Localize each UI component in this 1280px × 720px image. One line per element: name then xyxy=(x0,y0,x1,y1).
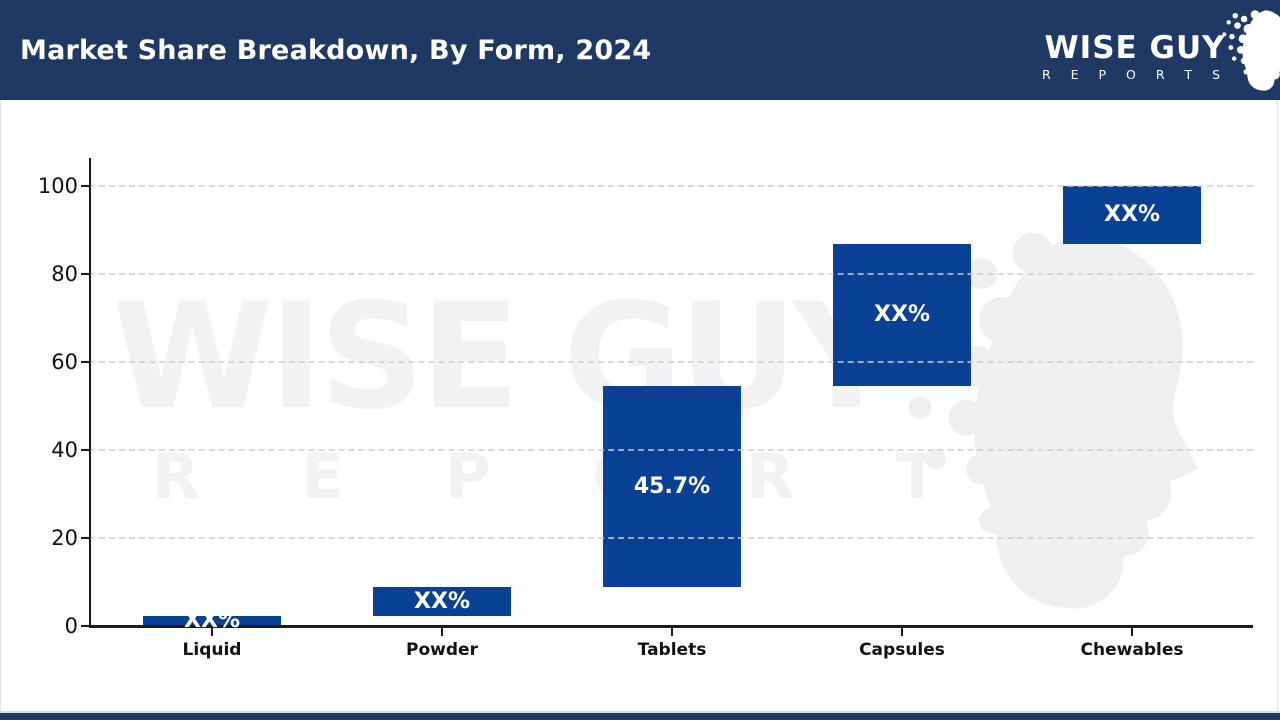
x-tick-capsules xyxy=(901,628,903,636)
y-tick-label-40: 40 xyxy=(51,438,78,462)
x-tick-tablets xyxy=(671,628,673,636)
brand-logo-head-icon xyxy=(1222,10,1280,91)
y-tick-label-0: 0 xyxy=(64,614,78,638)
x-tick-liquid xyxy=(211,628,213,636)
x-category-label-tablets: Tablets xyxy=(637,640,707,660)
y-tick-40 xyxy=(81,449,89,451)
bar-powder xyxy=(373,587,511,616)
brand-logo: WISE GUY R E P O R T S xyxy=(1042,6,1280,96)
gridline-80 xyxy=(89,273,1253,275)
y-tick-100 xyxy=(81,185,89,187)
y-tick-20 xyxy=(81,537,89,539)
gridline-20 xyxy=(89,537,1253,539)
gridline-60 xyxy=(89,361,1253,363)
x-tick-powder xyxy=(441,628,443,636)
x-axis-line xyxy=(89,625,1253,628)
page-title: Market Share Breakdown, By Form, 2024 xyxy=(20,34,652,66)
gridline-100 xyxy=(89,185,1253,187)
y-tick-0 xyxy=(81,625,89,627)
x-tick-chewables xyxy=(1131,628,1133,636)
y-tick-label-80: 80 xyxy=(51,262,78,286)
x-category-label-capsules: Capsules xyxy=(859,640,945,660)
bar-value-label-chewables: XX% xyxy=(1104,202,1160,228)
panel-border-left xyxy=(0,100,1,713)
x-category-label-powder: Powder xyxy=(406,640,478,660)
y-tick-label-60: 60 xyxy=(51,350,78,374)
x-category-label-chewables: Chewables xyxy=(1080,640,1184,660)
brand-logo-wordmark: WISE GUY xyxy=(1044,29,1226,66)
header-bar: Market Share Breakdown, By Form, 2024 WI… xyxy=(0,0,1280,100)
watermark-wordmark: WISE GUY xyxy=(112,272,899,442)
bar-value-label-powder: XX% xyxy=(414,588,470,614)
panel-border-right xyxy=(1277,100,1278,713)
footer-bar xyxy=(0,713,1280,720)
y-tick-label-100: 100 xyxy=(37,174,78,198)
y-tick-60 xyxy=(81,361,89,363)
y-axis-line xyxy=(89,158,91,628)
brand-logo-text: WISE GUY R E P O R T S xyxy=(1042,31,1228,82)
bar-value-label-capsules: XX% xyxy=(874,302,930,328)
bar-liquid xyxy=(143,615,281,626)
bar-chewables xyxy=(1063,186,1201,245)
gridline-40 xyxy=(89,449,1253,451)
bar-value-label-liquid: XX% xyxy=(184,607,240,633)
y-tick-80 xyxy=(81,273,89,275)
y-tick-label-20: 20 xyxy=(51,526,78,550)
bar-tablets xyxy=(603,386,741,588)
brand-logo-subtext: R E P O R T S xyxy=(1042,66,1229,82)
x-category-label-liquid: Liquid xyxy=(182,640,242,660)
bar-value-label-tablets: 45.7% xyxy=(633,473,711,499)
footer-divider xyxy=(0,711,1280,713)
